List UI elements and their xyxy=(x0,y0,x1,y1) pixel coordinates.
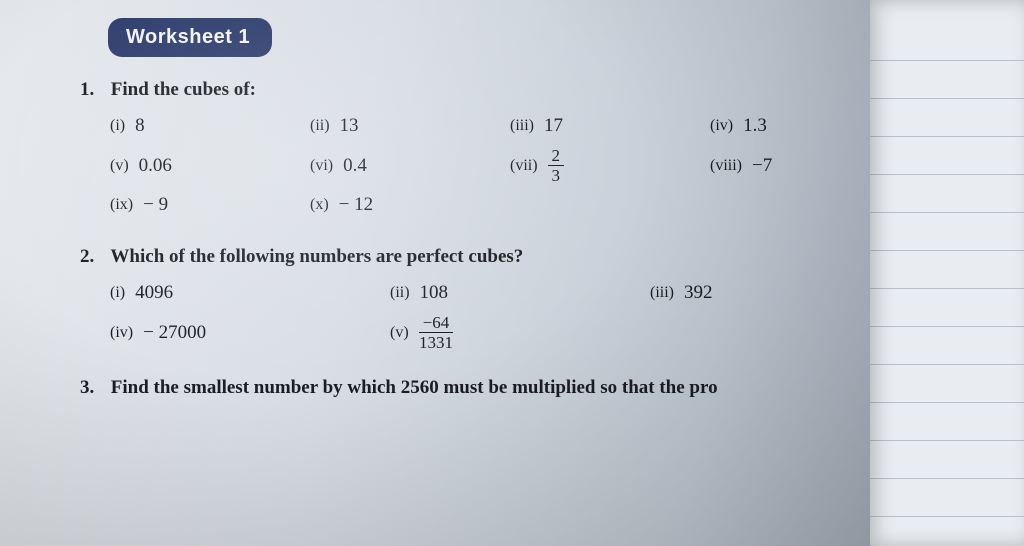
q1-item-x: (x) − 12 xyxy=(310,194,510,216)
q3-title: Find the smallest number by which 2560 m… xyxy=(111,377,718,398)
q1-item-ii: (ii) 13 xyxy=(310,115,510,137)
q1-row-1: (i) 8 (ii) 13 (iii) 17 (iv) 1.3 xyxy=(80,115,870,137)
question-1: 1. Find the cubes of: (i) 8 (ii) 13 (iii… xyxy=(80,79,870,216)
q3-heading: 3. Find the smallest number by which 256… xyxy=(80,377,870,399)
q1-item-iv: (iv) 1.3 xyxy=(710,115,870,137)
q1-title: Find the cubes of: xyxy=(111,79,256,100)
q1-item-vi: (vi) 0.4 xyxy=(310,147,510,184)
worksheet-page: Worksheet 1 1. Find the cubes of: (i) 8 … xyxy=(0,0,870,546)
q1-row-3: (ix) − 9 (x) − 12 xyxy=(80,194,870,216)
fraction-icon: −64 1331 xyxy=(419,314,454,351)
fraction-icon: 2 3 xyxy=(548,147,565,184)
q1-number: 1. xyxy=(80,79,106,101)
question-3: 3. Find the smallest number by which 256… xyxy=(80,377,870,399)
q1-item-iii: (iii) 17 xyxy=(510,115,710,137)
q1-row-2: (v) 0.06 (vi) 0.4 (vii) 2 3 (viii) −7 xyxy=(80,147,870,184)
q2-item-iii: (iii) 392 xyxy=(650,282,810,304)
q2-heading: 2. Which of the following numbers are pe… xyxy=(80,246,870,268)
q1-heading: 1. Find the cubes of: xyxy=(80,79,870,101)
q2-row-1: (i) 4096 (ii) 108 (iii) 392 xyxy=(80,282,870,304)
q2-row-2: (iv) − 27000 (v) −64 1331 xyxy=(80,314,870,351)
q2-item-iv: (iv) − 27000 xyxy=(110,314,390,351)
worksheet-badge: Worksheet 1 xyxy=(108,18,272,57)
q1-item-ix: (ix) − 9 xyxy=(110,194,310,216)
notebook-edge xyxy=(844,0,1024,546)
q2-item-i: (i) 4096 xyxy=(110,282,390,304)
q2-item-ii: (ii) 108 xyxy=(390,282,650,304)
q3-number: 3. xyxy=(80,377,106,399)
q2-item-v: (v) −64 1331 xyxy=(390,314,650,351)
q2-number: 2. xyxy=(80,246,106,268)
q1-item-vii: (vii) 2 3 xyxy=(510,147,710,184)
q1-item-i: (i) 8 xyxy=(110,115,310,137)
question-2: 2. Which of the following numbers are pe… xyxy=(80,246,870,351)
q2-title: Which of the following numbers are perfe… xyxy=(110,246,523,267)
q1-item-v: (v) 0.06 xyxy=(110,147,310,184)
q1-item-viii: (viii) −7 xyxy=(710,147,870,184)
